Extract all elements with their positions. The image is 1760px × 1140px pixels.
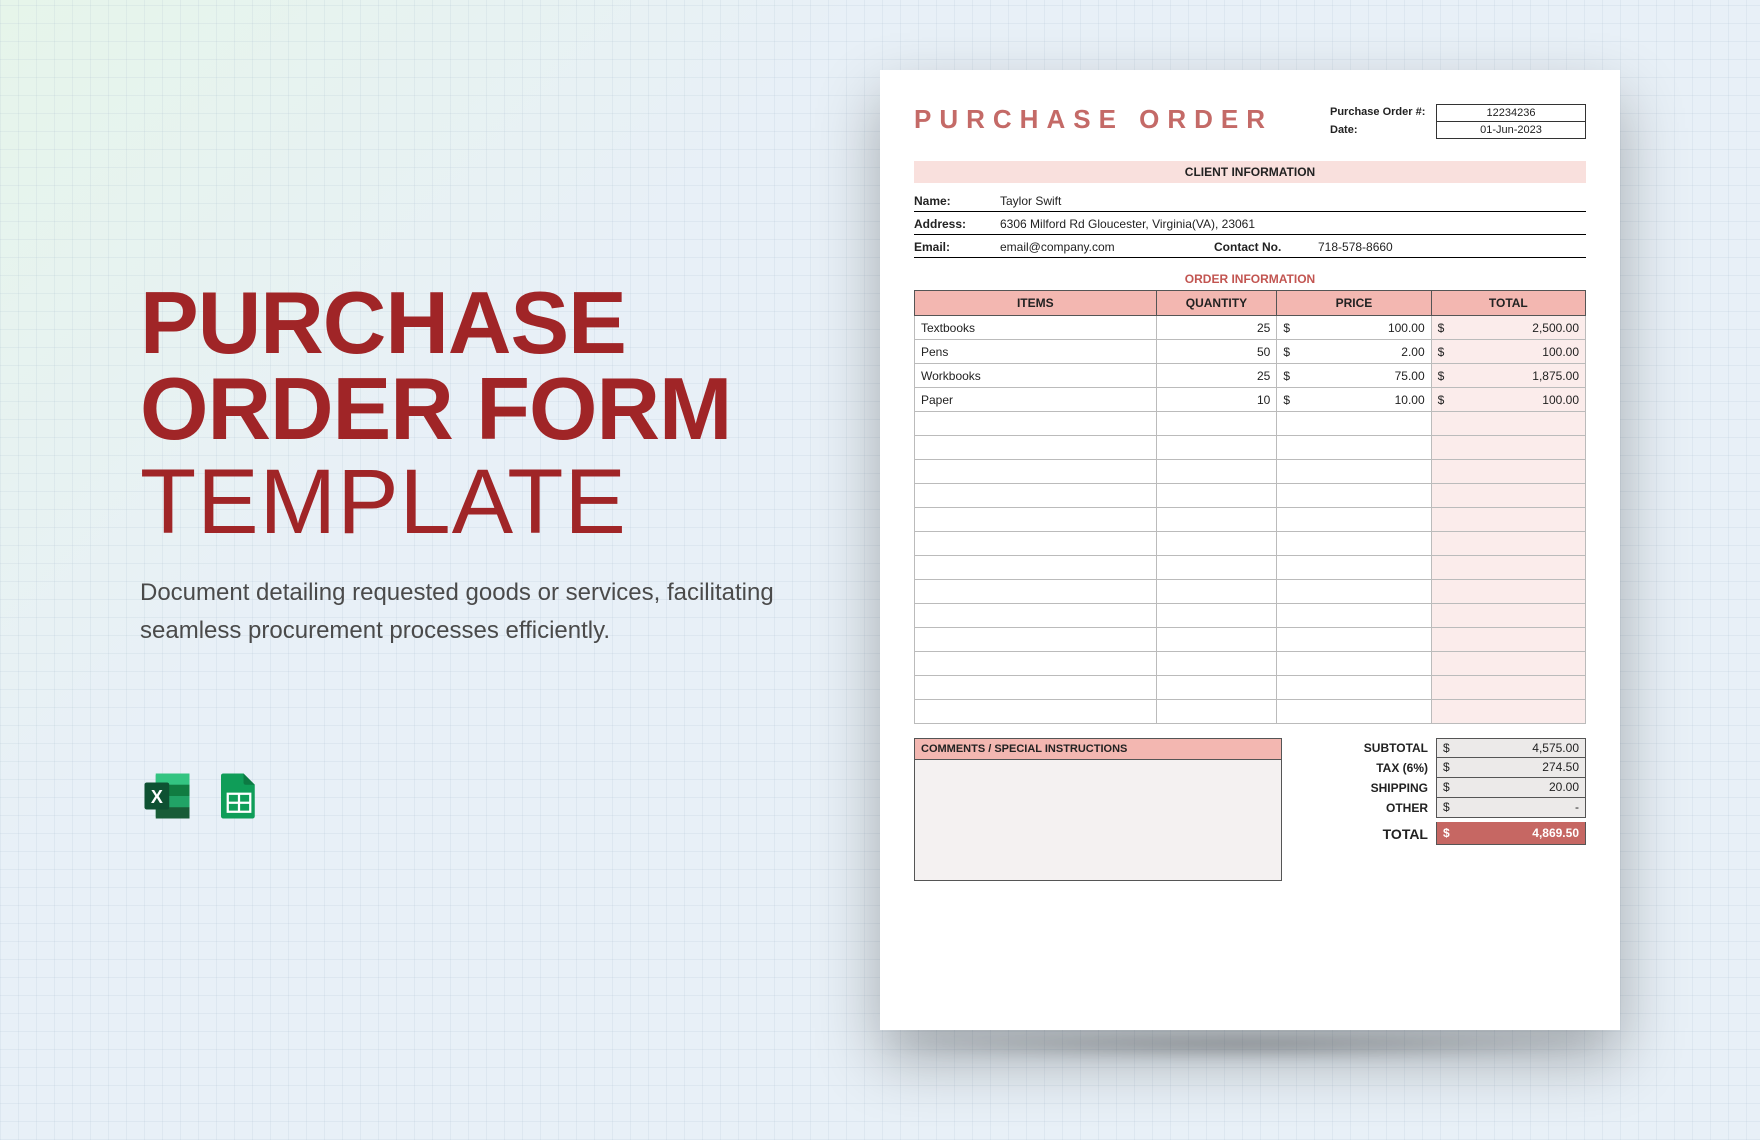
order-info-title: ORDER INFORMATION <box>914 272 1586 286</box>
comments-box: COMMENTS / SPECIAL INSTRUCTIONS <box>914 738 1282 881</box>
google-sheets-icon <box>212 769 266 823</box>
client-name-row: Name: Taylor Swift <box>914 189 1586 212</box>
meta-date-value: 01-Jun-2023 <box>1436 122 1586 139</box>
comments-body <box>915 760 1281 880</box>
table-row-empty <box>915 580 1586 604</box>
item-total: $100.00 <box>1431 388 1585 412</box>
item-qty: 25 <box>1156 364 1277 388</box>
client-contact-label: Contact No. <box>1214 240 1304 254</box>
comments-header: COMMENTS / SPECIAL INSTRUCTIONS <box>915 739 1281 760</box>
item-qty: 10 <box>1156 388 1277 412</box>
svg-text:X: X <box>151 787 163 807</box>
other-row: OTHER $- <box>1296 798 1586 818</box>
meta-po-number-row: Purchase Order #: 12234236 <box>1326 104 1586 122</box>
meta-date-row: Date: 01-Jun-2023 <box>1326 122 1586 139</box>
subtotal-label: SUBTOTAL <box>1296 738 1436 758</box>
title-line-2: ORDER FORM <box>140 366 820 452</box>
item-price: $75.00 <box>1277 364 1431 388</box>
grand-total-value: $4,869.50 <box>1436 822 1586 845</box>
table-row-empty <box>915 412 1586 436</box>
item-name: Paper <box>915 388 1157 412</box>
table-row-empty <box>915 460 1586 484</box>
document-title: PURCHASE ORDER <box>914 104 1273 135</box>
client-address-value: 6306 Milford Rd Gloucester, Virginia(VA)… <box>1000 217 1586 231</box>
client-email-label: Email: <box>914 240 986 254</box>
item-qty: 50 <box>1156 340 1277 364</box>
table-row-empty <box>915 628 1586 652</box>
shipping-row: SHIPPING $20.00 <box>1296 778 1586 798</box>
document-meta: Purchase Order #: 12234236 Date: 01-Jun-… <box>1326 104 1586 139</box>
item-name: Pens <box>915 340 1157 364</box>
client-name-value: Taylor Swift <box>1000 194 1586 208</box>
item-total: $100.00 <box>1431 340 1585 364</box>
client-email-contact-row: Email: email@company.com Contact No. 718… <box>914 235 1586 258</box>
item-name: Textbooks <box>915 316 1157 340</box>
title-line-1: PURCHASE <box>140 280 820 366</box>
col-quantity-header: QUANTITY <box>1156 291 1277 316</box>
table-row-empty <box>915 676 1586 700</box>
items-table: ITEMS QUANTITY PRICE TOTAL Textbooks25$1… <box>914 290 1586 724</box>
col-total-header: TOTAL <box>1431 291 1585 316</box>
item-total: $1,875.00 <box>1431 364 1585 388</box>
document-footer: COMMENTS / SPECIAL INSTRUCTIONS SUBTOTAL… <box>914 738 1586 881</box>
table-row: Textbooks25$100.00$2,500.00 <box>915 316 1586 340</box>
left-panel: PURCHASE ORDER FORM TEMPLATE Document de… <box>140 280 820 823</box>
table-row-empty <box>915 652 1586 676</box>
excel-icon: X <box>140 769 194 823</box>
col-price-header: PRICE <box>1277 291 1431 316</box>
meta-date-label: Date: <box>1326 122 1436 139</box>
purchase-order-document: PURCHASE ORDER Purchase Order #: 1223423… <box>880 70 1620 1030</box>
shipping-label: SHIPPING <box>1296 778 1436 798</box>
shipping-value: $20.00 <box>1436 778 1586 798</box>
table-row-empty <box>915 436 1586 460</box>
client-info-banner: CLIENT INFORMATION <box>914 161 1586 183</box>
table-row-empty <box>915 508 1586 532</box>
client-info: Name: Taylor Swift Address: 6306 Milford… <box>914 189 1586 258</box>
col-items-header: ITEMS <box>915 291 1157 316</box>
table-row-empty <box>915 484 1586 508</box>
item-qty: 25 <box>1156 316 1277 340</box>
table-row: Workbooks25$75.00$1,875.00 <box>915 364 1586 388</box>
tax-row: TAX (6%) $274.50 <box>1296 758 1586 778</box>
table-row-empty <box>915 556 1586 580</box>
tax-label: TAX (6%) <box>1296 758 1436 778</box>
grand-total-row: TOTAL $4,869.50 <box>1296 818 1586 845</box>
item-name: Workbooks <box>915 364 1157 388</box>
description-text: Document detailing requested goods or se… <box>140 574 780 648</box>
item-total: $2,500.00 <box>1431 316 1585 340</box>
table-row-empty <box>915 532 1586 556</box>
other-label: OTHER <box>1296 798 1436 818</box>
table-row-empty <box>915 604 1586 628</box>
sheet-shadow <box>860 1030 1620 1060</box>
subtotal-value: $4,575.00 <box>1436 738 1586 758</box>
table-row-empty <box>915 700 1586 724</box>
table-row: Paper10$10.00$100.00 <box>915 388 1586 412</box>
grand-total-label: TOTAL <box>1296 818 1436 845</box>
items-header-row: ITEMS QUANTITY PRICE TOTAL <box>915 291 1586 316</box>
client-address-label: Address: <box>914 217 986 231</box>
client-email-value: email@company.com <box>1000 240 1200 254</box>
client-address-row: Address: 6306 Milford Rd Gloucester, Vir… <box>914 212 1586 235</box>
format-icons: X <box>140 769 820 823</box>
item-price: $2.00 <box>1277 340 1431 364</box>
meta-po-value: 12234236 <box>1436 104 1586 122</box>
client-contact-value: 718-578-8660 <box>1318 240 1586 254</box>
other-value: $- <box>1436 798 1586 818</box>
item-price: $10.00 <box>1277 388 1431 412</box>
tax-value: $274.50 <box>1436 758 1586 778</box>
meta-po-label: Purchase Order #: <box>1326 104 1436 122</box>
item-price: $100.00 <box>1277 316 1431 340</box>
totals-block: SUBTOTAL $4,575.00 TAX (6%) $274.50 SHIP… <box>1296 738 1586 881</box>
client-name-label: Name: <box>914 194 986 208</box>
document-header: PURCHASE ORDER Purchase Order #: 1223423… <box>914 104 1586 139</box>
title-line-3: TEMPLATE <box>140 456 820 548</box>
subtotal-row: SUBTOTAL $4,575.00 <box>1296 738 1586 758</box>
table-row: Pens50$2.00$100.00 <box>915 340 1586 364</box>
